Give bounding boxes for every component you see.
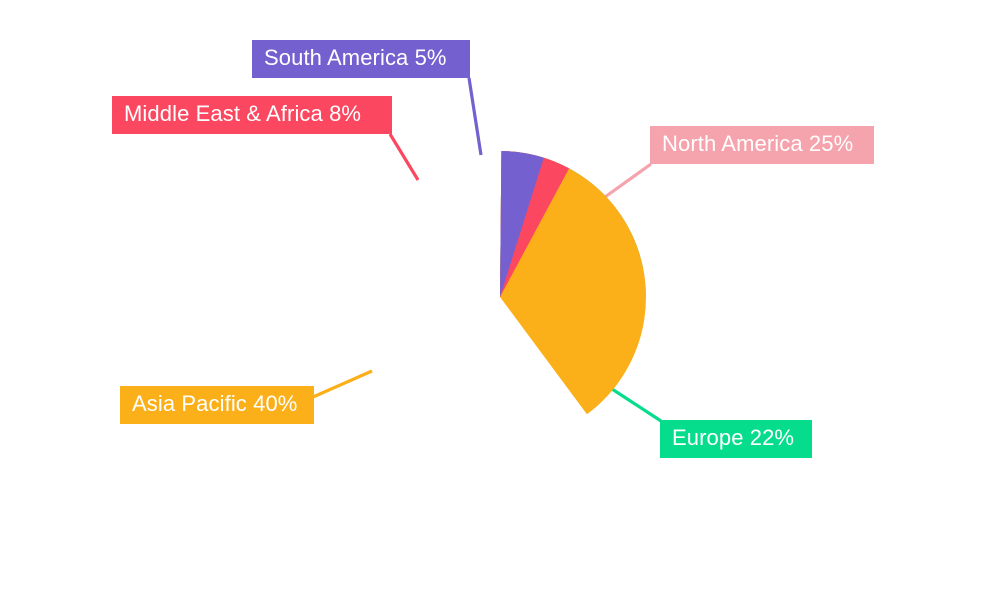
slice-label-south-america[interactable]: South America 5% (252, 40, 470, 78)
pie-slice-south-america[interactable] (500, 151, 544, 297)
slice-label-text: Middle East & Africa 8% (124, 101, 362, 126)
slice-label-europe[interactable]: Europe 22% (660, 420, 812, 458)
leader-line (312, 369, 373, 399)
slice-label-text: Asia Pacific 40% (132, 391, 298, 416)
pie-slices (500, 151, 647, 415)
slice-label-text: South America 5% (264, 45, 447, 70)
slice-label-text: North America 25% (662, 131, 854, 156)
leader-lines (312, 77, 662, 423)
leader-line (467, 77, 483, 156)
leader-line (611, 387, 662, 423)
leader-line (388, 133, 420, 181)
slice-label-middle-east-africa[interactable]: Middle East & Africa 8% (112, 96, 392, 134)
leader-line (604, 162, 652, 199)
slice-label-asia-pacific[interactable]: Asia Pacific 40% (120, 386, 314, 424)
slice-label-north-america[interactable]: North America 25% (650, 126, 874, 164)
slice-label-text: Europe 22% (672, 425, 795, 450)
